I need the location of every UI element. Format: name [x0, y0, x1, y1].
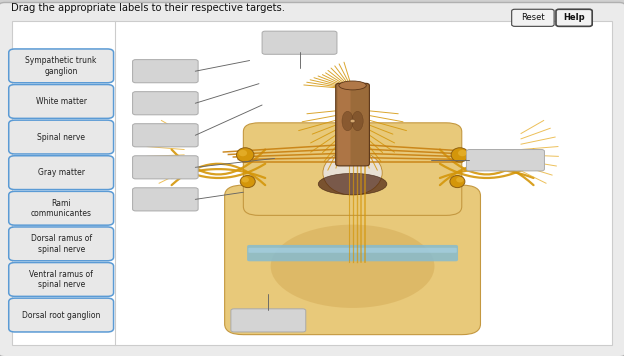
FancyBboxPatch shape — [133, 92, 198, 115]
Text: Spinal nerve: Spinal nerve — [37, 132, 85, 142]
FancyBboxPatch shape — [133, 124, 198, 147]
FancyBboxPatch shape — [9, 298, 114, 332]
FancyBboxPatch shape — [9, 120, 114, 154]
Ellipse shape — [318, 173, 387, 195]
Text: Dorsal root ganglion: Dorsal root ganglion — [22, 310, 100, 320]
FancyBboxPatch shape — [9, 49, 114, 83]
Ellipse shape — [450, 176, 465, 188]
FancyBboxPatch shape — [262, 31, 337, 54]
Text: Reset: Reset — [521, 13, 545, 22]
Text: Gray matter: Gray matter — [37, 168, 85, 177]
FancyBboxPatch shape — [247, 245, 458, 261]
Ellipse shape — [456, 177, 464, 183]
FancyBboxPatch shape — [9, 85, 114, 118]
FancyBboxPatch shape — [225, 185, 480, 335]
Text: Help: Help — [563, 13, 585, 22]
FancyBboxPatch shape — [9, 192, 114, 225]
Text: Ventral ramus of
spinal nerve: Ventral ramus of spinal nerve — [29, 270, 93, 289]
Ellipse shape — [241, 177, 249, 183]
FancyBboxPatch shape — [133, 188, 198, 211]
FancyBboxPatch shape — [133, 59, 198, 83]
FancyBboxPatch shape — [336, 83, 369, 166]
Ellipse shape — [271, 225, 434, 308]
Ellipse shape — [352, 111, 363, 131]
Text: Drag the appropriate labels to their respective targets.: Drag the appropriate labels to their res… — [11, 3, 285, 13]
FancyBboxPatch shape — [231, 309, 306, 332]
FancyBboxPatch shape — [9, 263, 114, 296]
Ellipse shape — [451, 148, 469, 162]
Text: White matter: White matter — [36, 97, 87, 106]
Ellipse shape — [339, 81, 366, 90]
Text: Dorsal ramus of
spinal nerve: Dorsal ramus of spinal nerve — [31, 234, 92, 253]
Ellipse shape — [238, 150, 247, 156]
Ellipse shape — [240, 176, 255, 188]
FancyBboxPatch shape — [467, 150, 544, 171]
FancyBboxPatch shape — [9, 156, 114, 189]
Ellipse shape — [236, 148, 254, 162]
FancyBboxPatch shape — [133, 156, 198, 179]
FancyBboxPatch shape — [512, 9, 554, 26]
FancyBboxPatch shape — [248, 248, 457, 253]
Ellipse shape — [323, 151, 382, 195]
Ellipse shape — [342, 111, 353, 131]
FancyBboxPatch shape — [9, 227, 114, 261]
FancyBboxPatch shape — [243, 123, 462, 215]
Ellipse shape — [458, 150, 467, 156]
FancyBboxPatch shape — [12, 21, 612, 345]
Text: Sympathetic trunk
ganglion: Sympathetic trunk ganglion — [26, 56, 97, 75]
Text: Rami
communicantes: Rami communicantes — [31, 199, 92, 218]
FancyBboxPatch shape — [338, 84, 351, 165]
Ellipse shape — [350, 119, 355, 123]
FancyBboxPatch shape — [556, 9, 592, 26]
